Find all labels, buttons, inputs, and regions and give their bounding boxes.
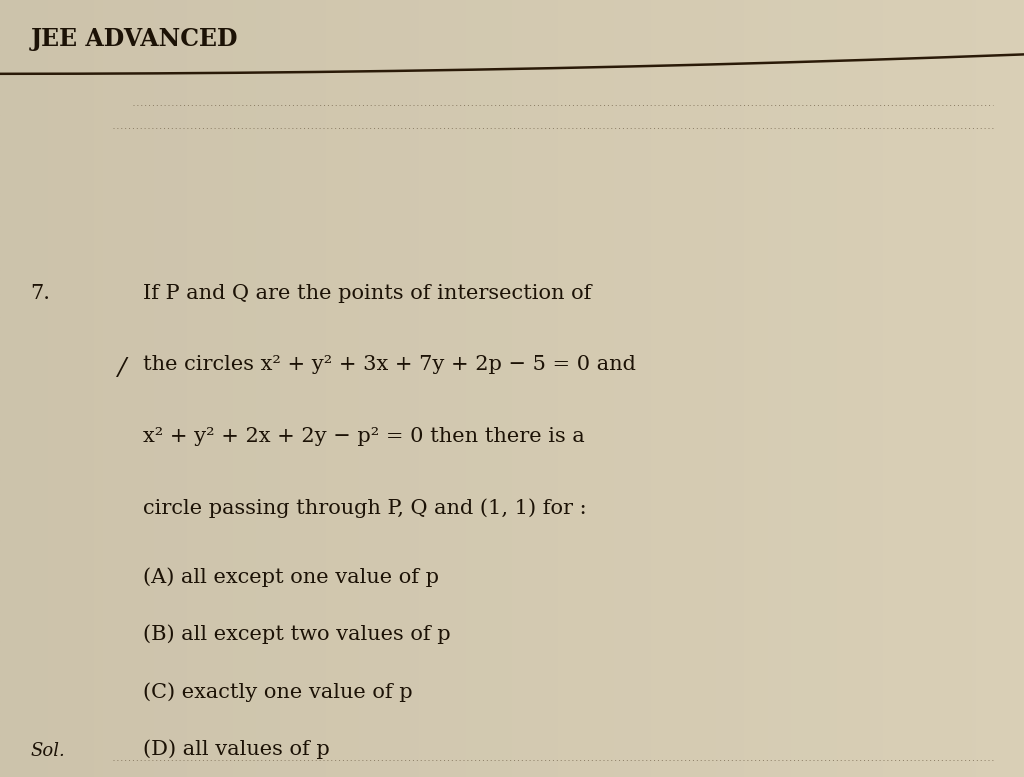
- Text: If P and Q are the points of intersection of: If P and Q are the points of intersectio…: [143, 284, 592, 302]
- Text: circle passing through P, Q and (1, 1) for :: circle passing through P, Q and (1, 1) f…: [143, 498, 587, 517]
- Text: JEE ADVANCED: JEE ADVANCED: [31, 26, 239, 51]
- Text: the circles x² + y² + 3x + 7y + 2p − 5 = 0 and: the circles x² + y² + 3x + 7y + 2p − 5 =…: [143, 355, 636, 374]
- Text: /: /: [118, 357, 126, 381]
- Text: (A) all except one value of p: (A) all except one value of p: [143, 567, 439, 587]
- Text: 7.: 7.: [31, 284, 51, 302]
- Text: (C) exactly one value of p: (C) exactly one value of p: [143, 682, 413, 702]
- Text: x² + y² + 2x + 2y − p² = 0 then there is a: x² + y² + 2x + 2y − p² = 0 then there is…: [143, 427, 585, 445]
- Text: Sol.: Sol.: [31, 742, 66, 760]
- Text: (B) all except two values of p: (B) all except two values of p: [143, 625, 451, 644]
- Text: (D) all values of p: (D) all values of p: [143, 740, 330, 759]
